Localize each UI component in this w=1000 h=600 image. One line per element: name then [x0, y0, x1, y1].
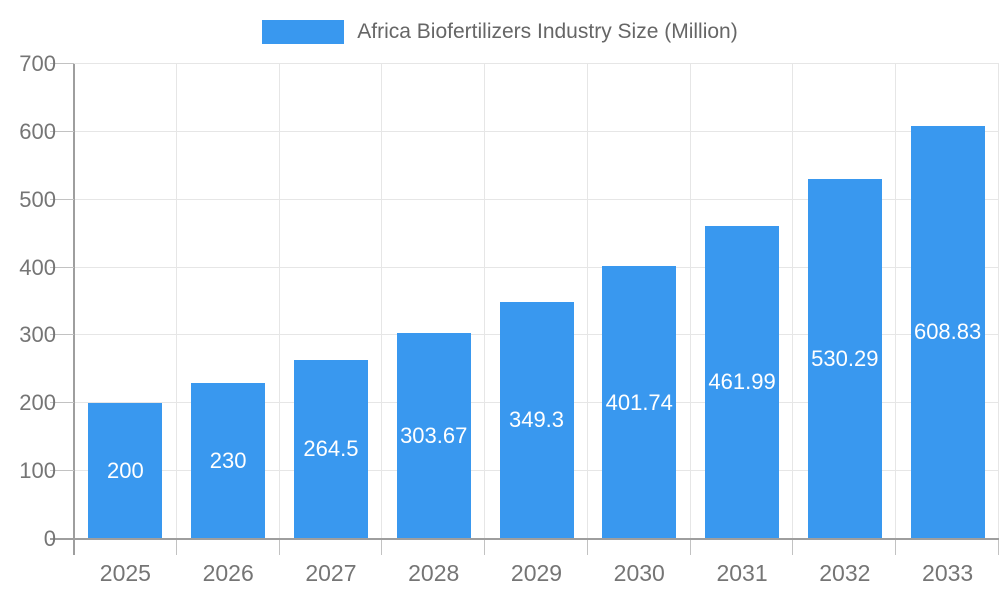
bar-2029[interactable]: 349.3 — [499, 301, 574, 539]
bar-2025[interactable]: 200 — [88, 403, 163, 539]
x-tick-label: 2029 — [510, 560, 563, 586]
bar-2030[interactable]: 401.74 — [602, 266, 677, 539]
bar-value-label: 200 — [107, 458, 144, 484]
x-axis-tick — [381, 540, 383, 555]
bar-value-label: 530.29 — [811, 346, 879, 372]
y-tick-label: 700 — [19, 51, 56, 76]
y-axis-tick — [50, 63, 74, 64]
x-axis-tick — [895, 540, 897, 555]
bar-2028[interactable]: 303.67 — [396, 332, 471, 539]
h-gridline — [74, 130, 999, 132]
y-tick-label: 200 — [19, 390, 56, 416]
v-gridline — [586, 64, 588, 539]
x-tick-label: 2025 — [99, 560, 151, 586]
v-gridline — [689, 64, 691, 539]
y-axis-tick — [50, 470, 74, 472]
v-gridline — [484, 64, 486, 539]
x-tick-label: 2031 — [716, 560, 768, 586]
x-tick-label: 2026 — [202, 560, 254, 586]
v-gridline — [278, 64, 280, 539]
legend-swatch[interactable] — [262, 20, 345, 44]
x-axis-line — [50, 538, 999, 540]
x-axis-tick — [278, 540, 280, 555]
y-tick-label: 0 — [43, 526, 56, 551]
x-tick-label: 2027 — [305, 560, 357, 586]
bar-value-label: 264.5 — [303, 436, 359, 462]
x-axis-tick — [586, 540, 588, 555]
x-axis-tick — [998, 540, 999, 555]
h-gridline — [74, 198, 999, 200]
v-gridline — [895, 64, 897, 539]
bar-value-label: 608.83 — [913, 319, 982, 345]
x-axis-tick — [792, 540, 794, 555]
bar-2033[interactable]: 608.83 — [910, 125, 985, 539]
bar-value-label: 401.74 — [605, 389, 673, 415]
v-gridline — [792, 64, 794, 539]
y-axis-line — [73, 64, 75, 555]
plot-area: 200 230 264.5 303.67 349.3 401.74 461.99 530.29… — [74, 63, 999, 539]
bar-2032[interactable]: 530.29 — [807, 179, 882, 539]
bar-value-label: 303.67 — [400, 422, 468, 448]
legend: Africa Biofertilizers Industry Size (Mil… — [0, 16, 1000, 48]
y-tick-label: 600 — [19, 118, 56, 144]
h-gridline — [74, 63, 999, 64]
x-axis-tick — [484, 540, 486, 555]
x-axis-tick — [175, 540, 177, 555]
y-axis-tick — [50, 198, 74, 200]
y-axis-tick — [50, 334, 74, 336]
x-tick-label: 2033 — [922, 560, 974, 586]
y-tick-label: 400 — [19, 254, 56, 280]
bar-2031[interactable]: 461.99 — [705, 225, 780, 539]
y-axis-tick — [50, 266, 74, 268]
y-tick-label: 100 — [19, 458, 56, 484]
y-tick-label: 300 — [19, 322, 56, 348]
x-tick-label: 2032 — [819, 560, 871, 586]
x-axis-tick — [689, 540, 691, 555]
bar-value-label: 349.3 — [508, 407, 565, 433]
bar-2026[interactable]: 230 — [191, 382, 266, 539]
bar-value-label: 230 — [209, 447, 247, 473]
y-axis-tick — [50, 402, 74, 404]
bar-2027[interactable]: 264.5 — [293, 359, 368, 539]
bar-value-label: 461.99 — [708, 369, 776, 395]
x-tick-label: 2030 — [613, 560, 665, 586]
y-axis-tick — [50, 130, 74, 132]
v-gridline — [175, 64, 177, 539]
y-tick-label: 500 — [19, 186, 56, 212]
v-gridline — [381, 64, 383, 539]
v-gridline — [998, 64, 999, 539]
x-tick-label: 2028 — [408, 560, 460, 586]
h-gridline — [74, 266, 999, 268]
legend-label: Africa Biofertilizers Industry Size (Mil… — [357, 20, 738, 43]
